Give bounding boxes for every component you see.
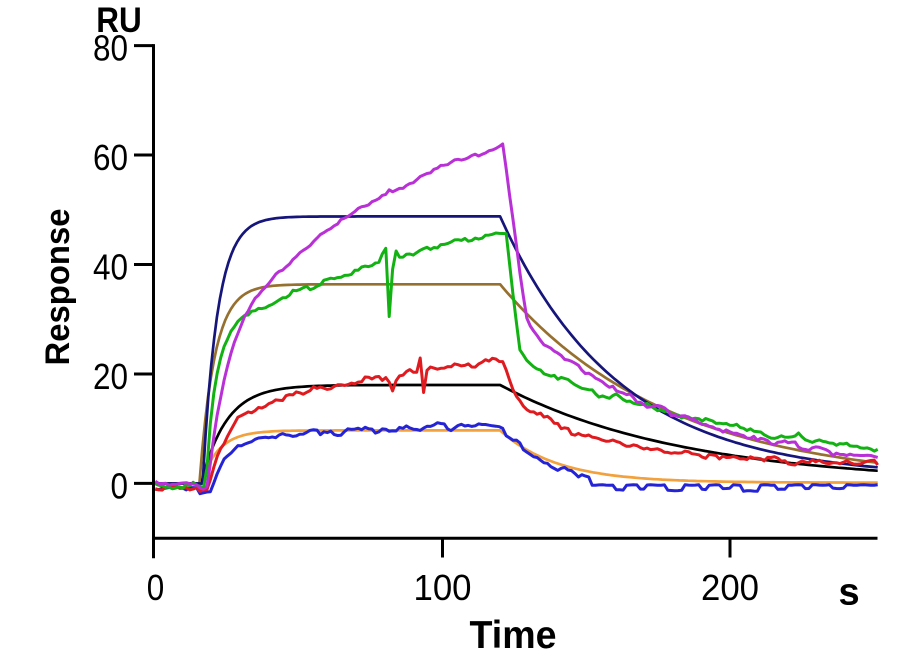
svg-text:200: 200 (701, 567, 759, 608)
svg-text:s: s (839, 572, 860, 614)
svg-text:RU: RU (96, 1, 142, 40)
svg-text:0: 0 (111, 465, 129, 506)
svg-text:100: 100 (414, 567, 472, 608)
svg-text:60: 60 (93, 137, 128, 178)
svg-text:Response: Response (39, 209, 77, 366)
svg-text:Time: Time (470, 614, 557, 657)
svg-text:0: 0 (147, 567, 165, 608)
svg-text:20: 20 (93, 356, 128, 397)
svg-text:80: 80 (93, 28, 128, 69)
svg-text:40: 40 (93, 246, 128, 287)
